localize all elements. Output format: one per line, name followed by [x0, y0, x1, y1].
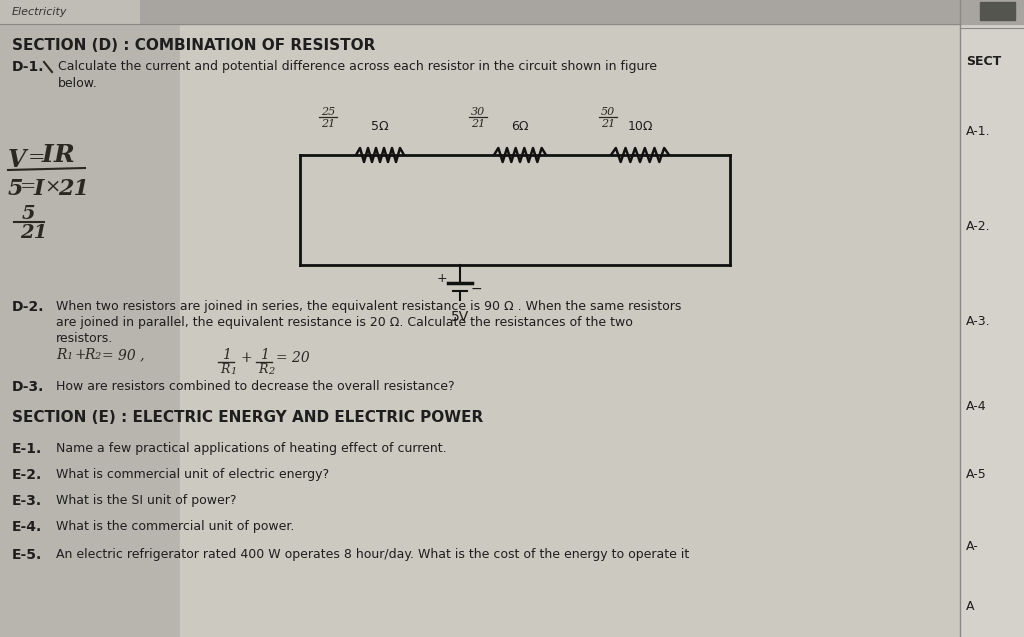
Text: = 20: = 20 — [276, 351, 309, 365]
Text: I: I — [34, 178, 44, 200]
Text: A: A — [966, 600, 975, 613]
Text: R: R — [220, 363, 229, 376]
Text: R: R — [56, 348, 67, 362]
Text: What is commercial unit of electric energy?: What is commercial unit of electric ener… — [56, 468, 329, 481]
Text: 5V: 5V — [451, 310, 469, 324]
Text: What is the commercial unit of power.: What is the commercial unit of power. — [56, 520, 294, 533]
Text: 10Ω: 10Ω — [628, 120, 652, 133]
Text: E-1.: E-1. — [12, 442, 42, 456]
Text: D-2.: D-2. — [12, 300, 44, 314]
Text: 21: 21 — [471, 119, 485, 129]
Text: E-5.: E-5. — [12, 548, 42, 562]
Text: D-1.: D-1. — [12, 60, 44, 74]
FancyBboxPatch shape — [0, 0, 140, 24]
Text: +: + — [240, 351, 252, 365]
Text: 2: 2 — [94, 352, 100, 361]
Text: 2: 2 — [268, 367, 274, 376]
Text: below.: below. — [58, 77, 98, 90]
Text: R: R — [54, 143, 75, 167]
Text: 21: 21 — [321, 119, 335, 129]
Text: −: − — [470, 282, 482, 296]
Text: A-1.: A-1. — [966, 125, 990, 138]
Text: What is the SI unit of power?: What is the SI unit of power? — [56, 494, 237, 507]
Text: 25: 25 — [321, 107, 335, 117]
Text: When two resistors are joined in series, the equivalent resistance is 90 Ω . Whe: When two resistors are joined in series,… — [56, 300, 681, 313]
Text: I: I — [42, 143, 53, 167]
Bar — [980, 2, 1015, 20]
Text: +: + — [436, 273, 447, 285]
Text: 1: 1 — [260, 348, 269, 362]
Text: = 90 ,: = 90 , — [102, 348, 144, 362]
Text: V: V — [8, 148, 27, 172]
Text: A-: A- — [966, 540, 979, 553]
Text: SECTION (D) : COMBINATION OF RESISTOR: SECTION (D) : COMBINATION OF RESISTOR — [12, 38, 376, 53]
Text: are joined in parallel, the equivalent resistance is 20 Ω. Calculate the resista: are joined in parallel, the equivalent r… — [56, 316, 633, 329]
Text: A-2.: A-2. — [966, 220, 990, 233]
Text: A-3.: A-3. — [966, 315, 990, 328]
Text: 1: 1 — [222, 348, 230, 362]
Text: A-5: A-5 — [966, 468, 987, 481]
Text: 30: 30 — [471, 107, 485, 117]
Text: 21: 21 — [601, 119, 615, 129]
Text: 5: 5 — [22, 205, 36, 223]
Text: E-3.: E-3. — [12, 494, 42, 508]
Bar — [961, 0, 1024, 637]
Text: 5Ω: 5Ω — [371, 120, 389, 133]
Text: An electric refrigerator rated 400 W operates 8 hour/day. What is the cost of th: An electric refrigerator rated 400 W ope… — [56, 548, 689, 561]
Bar — [0, 0, 180, 637]
Text: R: R — [258, 363, 267, 376]
Text: D-3.: D-3. — [12, 380, 44, 394]
Text: 21: 21 — [58, 178, 89, 200]
Bar — [0, 0, 1024, 24]
Bar — [180, 0, 961, 637]
Text: 1: 1 — [230, 367, 237, 376]
Text: Calculate the current and potential difference across each resistor in the circu: Calculate the current and potential diff… — [58, 60, 657, 73]
Text: E-4.: E-4. — [12, 520, 42, 534]
Text: +: + — [74, 348, 86, 362]
Text: R: R — [84, 348, 94, 362]
Text: 21: 21 — [20, 224, 47, 242]
Text: 50: 50 — [601, 107, 615, 117]
Text: Name a few practical applications of heating effect of current.: Name a few practical applications of hea… — [56, 442, 446, 455]
Text: 6Ω: 6Ω — [511, 120, 528, 133]
Text: 1: 1 — [66, 352, 73, 361]
Text: E-2.: E-2. — [12, 468, 42, 482]
Text: =: = — [28, 148, 46, 167]
Text: A-4: A-4 — [966, 400, 987, 413]
Text: SECT: SECT — [966, 55, 1001, 68]
Text: 5: 5 — [8, 178, 24, 200]
Text: SECTION (E) : ELECTRIC ENERGY AND ELECTRIC POWER: SECTION (E) : ELECTRIC ENERGY AND ELECTR… — [12, 410, 483, 425]
Text: Electricity: Electricity — [12, 7, 68, 17]
Text: =: = — [20, 178, 37, 196]
Text: resistors.: resistors. — [56, 332, 114, 345]
Text: ×: × — [44, 178, 60, 196]
Text: How are resistors combined to decrease the overall resistance?: How are resistors combined to decrease t… — [56, 380, 455, 393]
